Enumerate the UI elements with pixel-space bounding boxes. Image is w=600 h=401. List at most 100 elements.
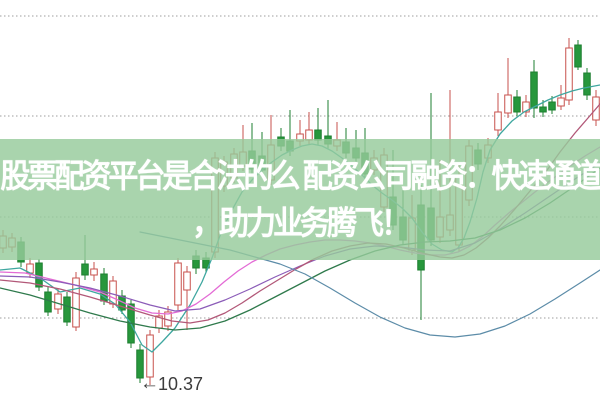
candle-up xyxy=(522,95,530,117)
candle-body xyxy=(446,214,454,231)
candle-up xyxy=(54,288,62,314)
candle-down xyxy=(248,123,256,174)
candle-body xyxy=(72,277,80,328)
candle-body xyxy=(230,153,238,179)
candle-body xyxy=(417,204,425,271)
candle-body xyxy=(504,94,512,114)
candle-body xyxy=(277,136,285,147)
candle-body xyxy=(324,135,332,145)
candle-up xyxy=(8,233,16,252)
candle-up xyxy=(220,156,228,192)
candle-down xyxy=(136,344,144,383)
candle-body xyxy=(548,101,556,111)
candle-body xyxy=(380,154,388,208)
candle-down xyxy=(574,40,582,70)
candle-body xyxy=(557,97,565,107)
candle-down xyxy=(81,235,89,280)
candle-up xyxy=(174,258,182,310)
candle-down xyxy=(202,252,210,273)
candle-body xyxy=(305,129,313,141)
candle-body xyxy=(583,72,591,96)
candle-up xyxy=(465,140,473,206)
candle-body xyxy=(314,129,322,141)
candle-body xyxy=(239,151,247,167)
candle-up xyxy=(72,272,80,331)
candle-body xyxy=(220,161,228,187)
candle-up xyxy=(267,115,275,185)
candle-down xyxy=(342,128,350,158)
candle-down xyxy=(314,108,322,145)
candle-down xyxy=(63,292,71,326)
candle-body xyxy=(530,71,538,109)
candle-body xyxy=(465,145,473,201)
candle-down xyxy=(352,130,360,163)
candle-body xyxy=(408,217,416,251)
candle-up xyxy=(230,148,238,183)
candle-up xyxy=(494,93,502,136)
candle-body xyxy=(90,268,98,276)
candle-body xyxy=(211,157,219,253)
candle-up xyxy=(557,85,565,110)
candle-up xyxy=(504,58,512,118)
candle-body xyxy=(455,174,463,246)
candle-up xyxy=(296,120,304,146)
candle-body xyxy=(146,334,154,378)
candle-body xyxy=(81,263,89,276)
ma-dark-green xyxy=(0,167,600,331)
candle-down xyxy=(530,60,538,118)
low-price-value: 10.37 xyxy=(158,373,204,394)
ma-slate-long xyxy=(139,231,600,338)
candle-down xyxy=(583,68,591,100)
candle-down xyxy=(17,237,25,267)
candle-body xyxy=(174,262,182,306)
candle-body xyxy=(333,139,341,147)
ma-magenta xyxy=(0,146,600,315)
candle-body xyxy=(522,101,530,113)
candle-body xyxy=(399,216,407,241)
candle-body xyxy=(370,157,378,171)
candle-up xyxy=(183,266,191,330)
candle-body xyxy=(192,255,200,269)
candle-body xyxy=(436,216,444,238)
candle-body xyxy=(474,149,482,165)
candle-up xyxy=(305,112,313,145)
candle-down xyxy=(192,250,200,274)
candle-body xyxy=(574,44,582,68)
candle-up xyxy=(239,125,247,171)
candle-body xyxy=(35,262,43,288)
low-price-annotation: ← 10.37 xyxy=(140,373,203,395)
candle-body xyxy=(539,106,547,113)
candle-up xyxy=(408,195,416,255)
candle-body xyxy=(63,296,71,323)
candle-up xyxy=(380,148,388,212)
candle-up xyxy=(436,160,444,243)
candle-up xyxy=(455,165,463,251)
candle-down xyxy=(324,100,332,149)
candle-up xyxy=(90,262,98,281)
candle-down xyxy=(286,110,294,156)
candle-body xyxy=(248,150,256,170)
candle-body xyxy=(352,147,360,159)
candle-body xyxy=(8,237,16,248)
candle-down xyxy=(361,128,369,179)
candle-down xyxy=(35,259,43,291)
candle-up xyxy=(565,38,573,105)
candle-up xyxy=(370,150,378,175)
candle-body xyxy=(183,271,191,291)
candle-down xyxy=(277,128,285,151)
candle-body xyxy=(54,293,62,310)
candle-body xyxy=(361,152,369,175)
candle-body xyxy=(513,96,521,113)
candle-body xyxy=(494,111,502,131)
candle-up xyxy=(333,122,341,151)
candle-body xyxy=(44,291,52,313)
candle-down xyxy=(399,190,407,245)
candle-down xyxy=(513,90,521,116)
left-arrow-icon: ← xyxy=(140,373,159,394)
candle-down xyxy=(100,268,108,305)
candle-down xyxy=(389,150,397,230)
candle-up xyxy=(446,90,454,236)
candle-up xyxy=(146,330,154,385)
